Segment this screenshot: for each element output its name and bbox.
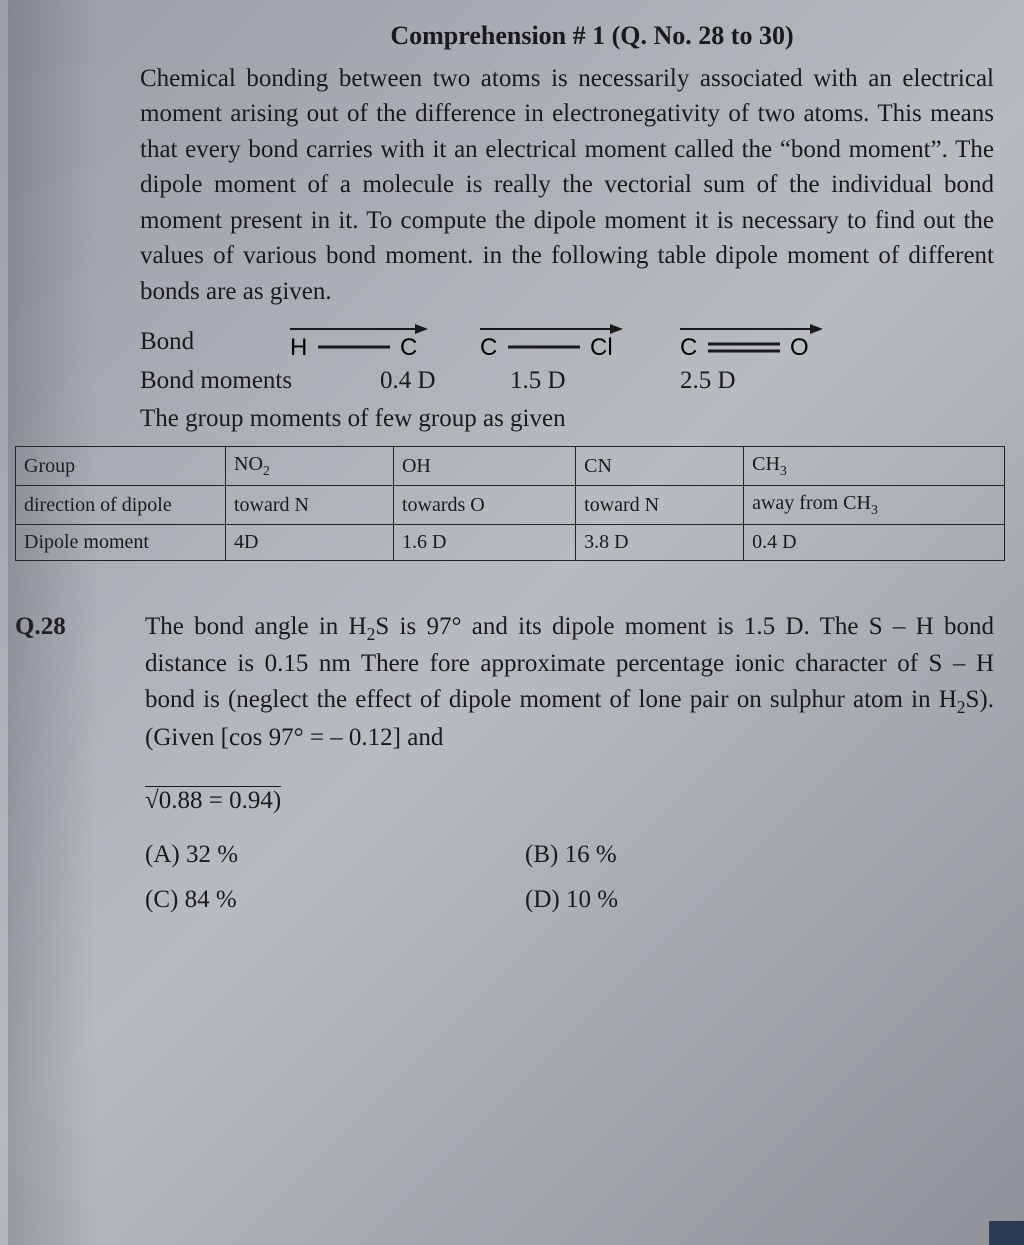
cell-dm-ch3: 0.4 D [744,525,1005,560]
cell-oh: OH [393,447,575,486]
bond-ccl-icon: C Cl [470,319,630,363]
table-row: direction of dipole toward N towards O t… [16,486,1005,525]
table-row: Group NO2 OH CN CH3 [16,447,1005,486]
options-block: (A) 32 % (B) 16 % (C) 84 % (D) 10 % [145,837,945,928]
bond-ccl-right: Cl [590,334,613,361]
bond-ccl-moment: 1.5 D [510,363,660,399]
bond-diagram-row: Bond H C C Cl C O [140,319,994,363]
bond-moments-row: Bond moments 0.4 D 1.5 D 2.5 D [140,363,994,399]
given-values: √0.88 = 0.94) [145,783,994,819]
cell-ch3: CH3 [744,447,1005,486]
group-moments-line: The group moments of few group as given [140,401,994,437]
table-row: Dipole moment 4D 1.6 D 3.8 D 0.4 D [16,525,1005,560]
cell-group-header: Group [16,447,226,486]
bond-co-right: O [790,334,809,361]
cell-dir-cn: toward N [576,486,744,525]
option-d[interactable]: (D) 10 % [525,882,905,918]
bond-ccl-left: C [480,334,497,361]
bond-hc-right: C [400,334,417,361]
comprehension-title: Comprehension # 1 (Q. No. 28 to 30) [190,18,994,55]
cell-dm-cn: 3.8 D [576,525,744,560]
option-a[interactable]: (A) 32 % [145,837,525,873]
bond-moments-label: Bond moments [140,363,360,399]
bond-co-icon: C O [670,319,830,363]
option-c[interactable]: (C) 84 % [145,882,525,918]
question-number: Q.28 [15,609,145,756]
cell-direction-label: direction of dipole [16,486,226,525]
bond-hc-icon: H C [280,319,430,363]
cell-cn: CN [576,447,744,486]
question-body: The bond angle in H2S is 97° and its dip… [145,609,994,756]
passage-paragraph: Chemical bonding between two atoms is ne… [140,61,994,310]
cell-no2: NO2 [226,447,394,486]
bond-co-moment: 2.5 D [680,363,736,399]
cell-dir-ch3: away from CH3 [744,486,1005,525]
bond-co-left: C [680,334,697,361]
bond-label: Bond [140,324,240,360]
page-corner [989,1221,1024,1245]
question-28: Q.28 The bond angle in H2S is 97° and it… [110,609,994,756]
cell-dm-oh: 1.6 D [393,525,575,560]
group-moments-table: Group NO2 OH CN CH3 direction of dipole … [15,446,1005,560]
cell-dir-oh: towards O [393,486,575,525]
cell-dir-no2: toward N [226,486,394,525]
bond-hc-left: H [290,334,307,361]
cell-dm-no2: 4D [226,525,394,560]
cell-dipole-label: Dipole moment [16,525,226,560]
bond-hc-moment: 0.4 D [380,363,490,399]
option-b[interactable]: (B) 16 % [525,837,905,873]
